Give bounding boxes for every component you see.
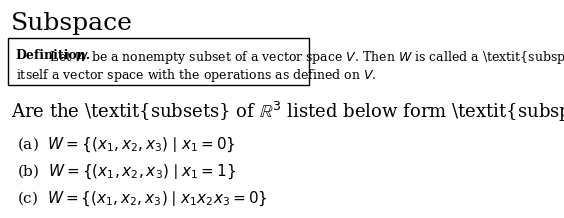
FancyBboxPatch shape: [8, 38, 309, 85]
Text: Are the \textit{subsets} of $\mathbb{R}^3$ listed below form \textit{subspaces}?: Are the \textit{subsets} of $\mathbb{R}^…: [11, 100, 564, 124]
Text: Let $W$ be a nonempty subset of a vector space $V$. Then $W$ is called a \textit: Let $W$ be a nonempty subset of a vector…: [46, 49, 564, 66]
Text: (a)  $W = \{(x_1, x_2, x_3) \mid x_1 = 0\}$: (a) $W = \{(x_1, x_2, x_3) \mid x_1 = 0\…: [17, 136, 236, 154]
Text: Subspace: Subspace: [11, 12, 133, 35]
Text: itself a vector space with the operations as defined on $V$.: itself a vector space with the operation…: [16, 67, 376, 84]
Text: (b)  $W = \{(x_1, x_2, x_3) \mid x_1 = 1\}$: (b) $W = \{(x_1, x_2, x_3) \mid x_1 = 1\…: [17, 163, 236, 181]
Text: (c)  $W = \{(x_1, x_2, x_3) \mid x_1 x_2 x_3 = 0\}$: (c) $W = \{(x_1, x_2, x_3) \mid x_1 x_2 …: [17, 190, 268, 208]
Text: Definition.: Definition.: [16, 49, 91, 62]
